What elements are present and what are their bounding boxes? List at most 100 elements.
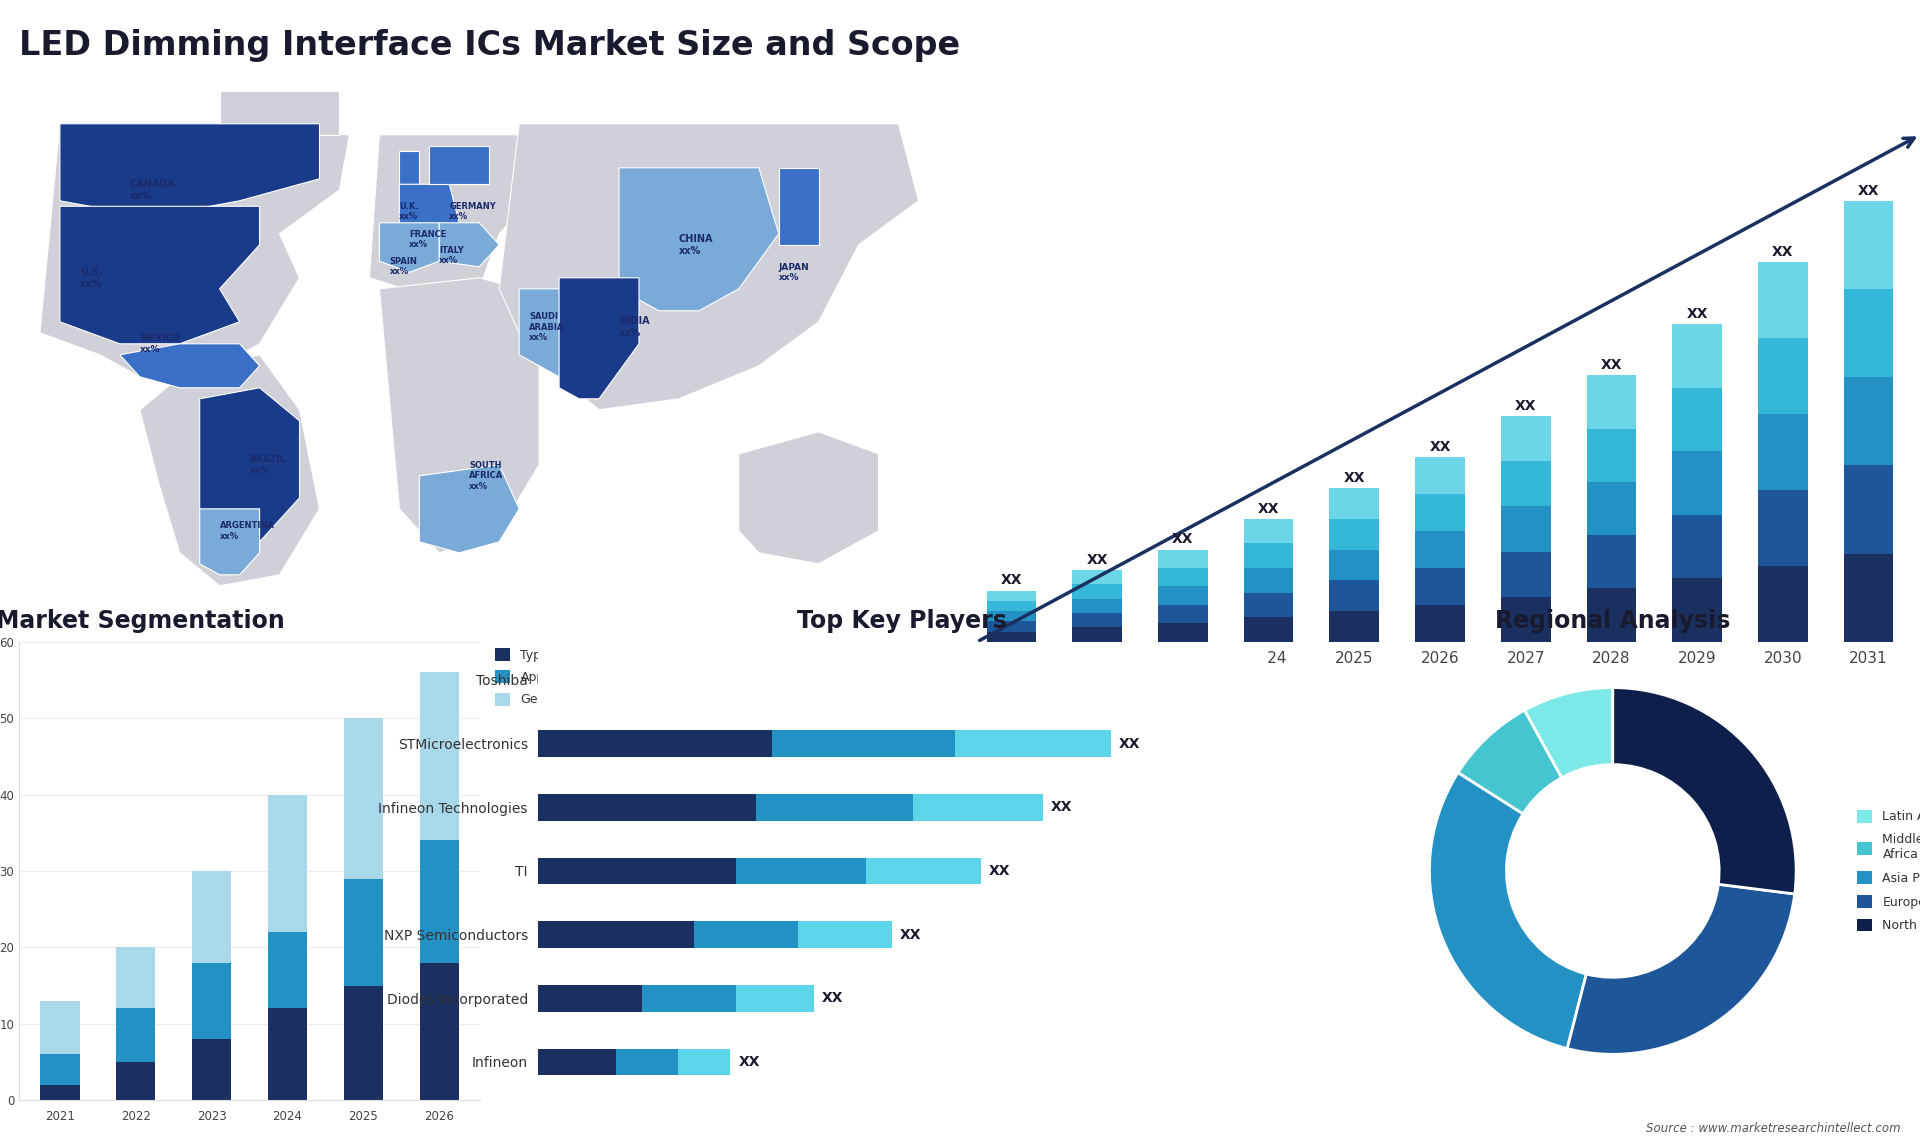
Text: INDIA
xx%: INDIA xx% [618, 316, 649, 338]
Bar [1158, 549, 1208, 568]
Bar [1672, 579, 1722, 642]
Bar [344, 879, 384, 986]
Wedge shape [1613, 688, 1795, 894]
Bar [538, 857, 735, 885]
Bar [772, 730, 954, 758]
Polygon shape [430, 146, 490, 185]
Polygon shape [140, 355, 319, 586]
Text: SAUDI
ARABIA
xx%: SAUDI ARABIA xx% [530, 313, 564, 343]
Bar [1071, 570, 1121, 584]
Bar [538, 794, 756, 821]
Bar [1759, 262, 1809, 338]
Polygon shape [399, 185, 459, 234]
Bar [538, 984, 641, 1012]
Bar [799, 921, 893, 948]
Text: Market Segmentation: Market Segmentation [0, 609, 284, 633]
Bar [1501, 462, 1551, 507]
Legend: Type, Application, Geography: Type, Application, Geography [495, 647, 589, 706]
Polygon shape [739, 432, 879, 564]
Bar [267, 1008, 307, 1100]
Polygon shape [60, 206, 259, 344]
Bar [1071, 613, 1121, 627]
Polygon shape [499, 124, 918, 410]
Bar [735, 857, 866, 885]
Bar [1329, 519, 1379, 549]
Polygon shape [200, 509, 259, 575]
Title: Top Key Players: Top Key Players [797, 609, 1008, 633]
Bar [1415, 531, 1465, 568]
Bar [192, 871, 232, 963]
Bar [1415, 568, 1465, 605]
Text: ARGENTINA
xx%: ARGENTINA xx% [219, 521, 275, 541]
Text: XX: XX [1428, 440, 1452, 454]
Text: BRAZIL
xx%: BRAZIL xx% [250, 455, 286, 474]
Bar [1158, 605, 1208, 623]
Bar [1843, 554, 1893, 642]
Title: Regional Analysis: Regional Analysis [1496, 609, 1730, 633]
Bar [641, 984, 735, 1012]
Bar [1672, 452, 1722, 515]
Bar [693, 921, 799, 948]
Text: XX: XX [1344, 471, 1365, 485]
Bar [1672, 387, 1722, 452]
Bar [1586, 588, 1636, 642]
Text: FRANCE
xx%: FRANCE xx% [409, 229, 447, 249]
Polygon shape [60, 124, 319, 212]
Bar [1759, 338, 1809, 414]
Polygon shape [380, 222, 440, 273]
Bar [1501, 551, 1551, 597]
Legend: Latin America, Middle East &
Africa, Asia Pacific, Europe, North America: Latin America, Middle East & Africa, Asi… [1857, 810, 1920, 932]
Text: JAPAN
xx%: JAPAN xx% [780, 262, 810, 282]
Text: XX: XX [822, 991, 843, 1005]
Bar [538, 921, 693, 948]
Bar [678, 1049, 730, 1075]
Text: MARKET: MARKET [1784, 28, 1834, 38]
Bar [538, 730, 772, 758]
Bar [1415, 494, 1465, 531]
Bar [1071, 598, 1121, 613]
Bar [1586, 535, 1636, 588]
Bar [115, 948, 156, 1008]
Text: XX: XX [1859, 183, 1880, 198]
Bar [192, 1039, 232, 1100]
Bar [1586, 429, 1636, 481]
Bar [420, 840, 459, 963]
Bar [344, 719, 384, 879]
Bar [267, 794, 307, 932]
Wedge shape [1430, 772, 1586, 1049]
Bar [1672, 324, 1722, 387]
Text: U.S.
xx%: U.S. xx% [81, 267, 102, 289]
Bar [115, 1008, 156, 1062]
Bar [987, 611, 1037, 621]
Bar [267, 932, 307, 1008]
Wedge shape [1457, 711, 1561, 814]
Bar [1843, 289, 1893, 377]
Bar [192, 963, 232, 1039]
Bar [1586, 375, 1636, 429]
Polygon shape [618, 167, 780, 311]
Text: XX: XX [1686, 307, 1709, 321]
Bar [987, 621, 1037, 631]
Text: U.K.
xx%: U.K. xx% [399, 202, 419, 221]
Text: SPAIN
xx%: SPAIN xx% [390, 257, 417, 276]
Text: XX: XX [1601, 359, 1622, 372]
Polygon shape [419, 465, 518, 552]
Text: XX: XX [900, 927, 922, 942]
Bar [1329, 488, 1379, 519]
Bar [987, 601, 1037, 611]
Bar [987, 590, 1037, 601]
Bar [1244, 568, 1294, 592]
Bar [1501, 597, 1551, 642]
Text: XX: XX [1772, 245, 1793, 259]
Text: XX: XX [1258, 502, 1279, 516]
Bar [1501, 416, 1551, 462]
Text: RESEARCH: RESEARCH [1784, 46, 1847, 56]
Polygon shape [440, 222, 499, 267]
Text: GERMANY
xx%: GERMANY xx% [449, 202, 495, 221]
Text: XX: XX [1119, 737, 1140, 751]
Bar [1244, 519, 1294, 543]
Bar [616, 1049, 678, 1075]
Text: ITALY
xx%: ITALY xx% [440, 246, 465, 266]
Wedge shape [1524, 688, 1613, 778]
Bar [344, 986, 384, 1100]
